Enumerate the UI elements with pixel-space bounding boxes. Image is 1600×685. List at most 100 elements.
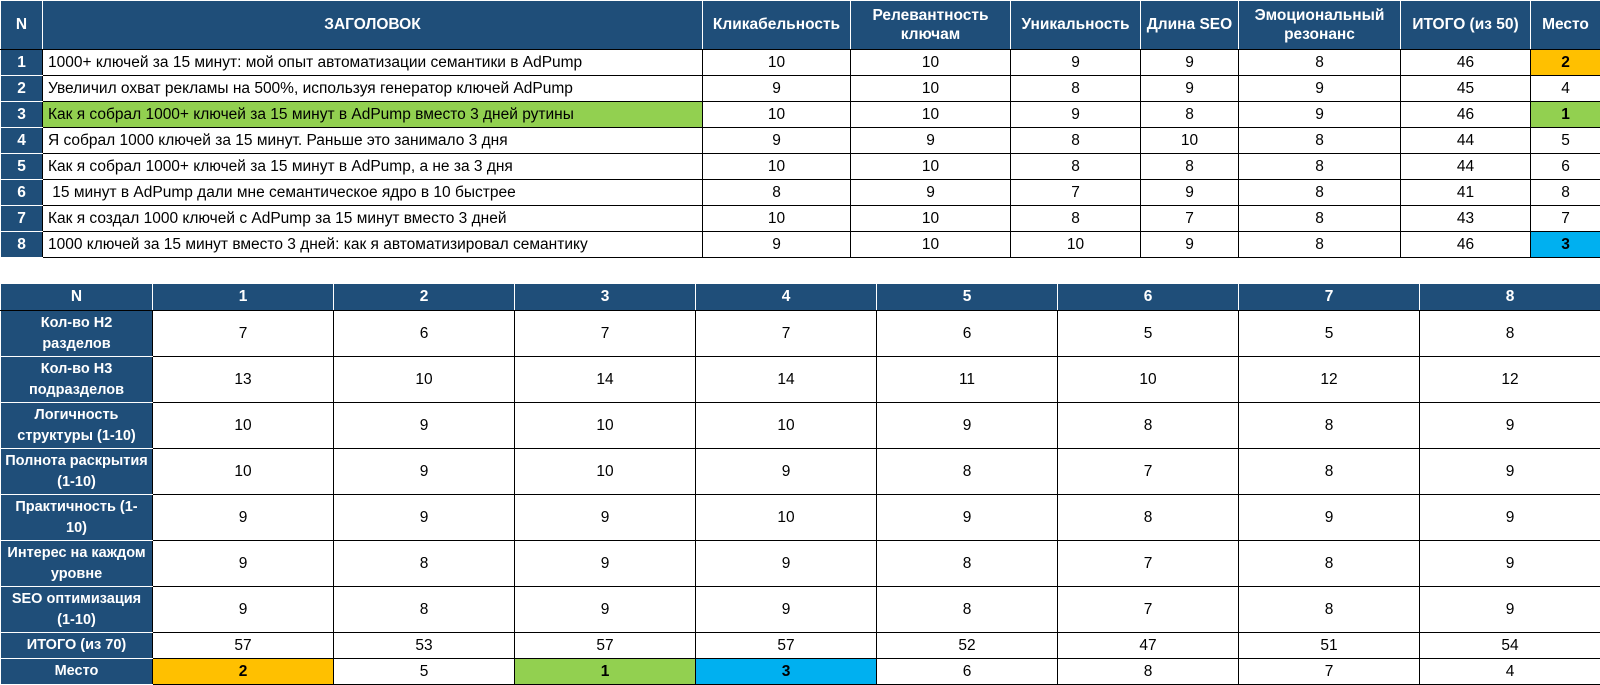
clickability-cell[interactable]: 10	[703, 154, 851, 180]
value-cell[interactable]: 9	[696, 541, 877, 587]
seo-length-cell[interactable]: 8	[1141, 102, 1239, 128]
value-cell[interactable]: 7	[1058, 587, 1239, 633]
value-cell[interactable]: 9	[1420, 541, 1600, 587]
relevance-cell[interactable]: 10	[851, 154, 1011, 180]
seo-length-cell[interactable]: 9	[1141, 50, 1239, 76]
total-cell[interactable]: 46	[1401, 102, 1531, 128]
headline-cell[interactable]: 1000 ключей за 15 минут вместо 3 дней: к…	[43, 232, 703, 258]
total-cell[interactable]: 41	[1401, 180, 1531, 206]
row-number-cell[interactable]: 6	[1, 180, 43, 206]
row-label-seo-optimization[interactable]: SEO оптимизация (1-10)	[1, 587, 153, 633]
value-cell[interactable]: 10	[696, 403, 877, 449]
total-cell[interactable]: 43	[1401, 206, 1531, 232]
place-cell[interactable]: 3	[1531, 232, 1600, 258]
emotional-resonance-cell[interactable]: 8	[1239, 206, 1401, 232]
total-cell[interactable]: 52	[877, 633, 1058, 659]
value-cell[interactable]: 9	[1239, 495, 1420, 541]
seo-length-cell[interactable]: 9	[1141, 76, 1239, 102]
value-cell[interactable]: 8	[1239, 587, 1420, 633]
column-header-6[interactable]: 6	[1058, 284, 1239, 311]
place-cell[interactable]: 4	[1531, 76, 1600, 102]
value-cell[interactable]: 9	[877, 403, 1058, 449]
column-header-4[interactable]: 4	[696, 284, 877, 311]
value-cell[interactable]: 10	[1058, 357, 1239, 403]
value-cell[interactable]: 8	[1239, 541, 1420, 587]
place-cell[interactable]: 1	[515, 659, 696, 685]
value-cell[interactable]: 8	[877, 449, 1058, 495]
seo-length-cell[interactable]: 7	[1141, 206, 1239, 232]
value-cell[interactable]: 8	[334, 541, 515, 587]
seo-length-cell[interactable]: 9	[1141, 180, 1239, 206]
uniqueness-cell[interactable]: 8	[1011, 154, 1141, 180]
column-header-clickability[interactable]: Кликабельность	[703, 1, 851, 50]
relevance-cell[interactable]: 9	[851, 128, 1011, 154]
clickability-cell[interactable]: 9	[703, 128, 851, 154]
uniqueness-cell[interactable]: 8	[1011, 76, 1141, 102]
emotional-resonance-cell[interactable]: 8	[1239, 180, 1401, 206]
value-cell[interactable]: 8	[1239, 449, 1420, 495]
headline-cell[interactable]: Как я собрал 1000+ ключей за 15 минут в …	[43, 102, 703, 128]
uniqueness-cell[interactable]: 9	[1011, 50, 1141, 76]
clickability-cell[interactable]: 10	[703, 206, 851, 232]
column-header-8[interactable]: 8	[1420, 284, 1600, 311]
row-label-total[interactable]: ИТОГО (из 70)	[1, 633, 153, 659]
column-header-1[interactable]: 1	[153, 284, 334, 311]
row-number-cell[interactable]: 5	[1, 154, 43, 180]
value-cell[interactable]: 9	[696, 587, 877, 633]
column-header-uniqueness[interactable]: Уникальность	[1011, 1, 1141, 50]
value-cell[interactable]: 5	[1239, 311, 1420, 357]
relevance-cell[interactable]: 10	[851, 76, 1011, 102]
place-cell[interactable]: 4	[1420, 659, 1600, 685]
value-cell[interactable]: 10	[696, 495, 877, 541]
value-cell[interactable]: 9	[153, 495, 334, 541]
column-header-place[interactable]: Место	[1531, 1, 1600, 50]
total-cell[interactable]: 47	[1058, 633, 1239, 659]
relevance-cell[interactable]: 10	[851, 50, 1011, 76]
place-cell[interactable]: 7	[1531, 206, 1600, 232]
column-header-emotional-resonance[interactable]: Эмоциональный резонанс	[1239, 1, 1401, 50]
uniqueness-cell[interactable]: 10	[1011, 232, 1141, 258]
column-header-3[interactable]: 3	[515, 284, 696, 311]
place-cell[interactable]: 2	[1531, 50, 1600, 76]
row-number-cell[interactable]: 7	[1, 206, 43, 232]
value-cell[interactable]: 9	[515, 587, 696, 633]
value-cell[interactable]: 8	[334, 587, 515, 633]
row-label-coverage[interactable]: Полнота раскрытия (1-10)	[1, 449, 153, 495]
emotional-resonance-cell[interactable]: 8	[1239, 128, 1401, 154]
row-number-cell[interactable]: 3	[1, 102, 43, 128]
value-cell[interactable]: 9	[515, 495, 696, 541]
row-label-structure-logic[interactable]: Логичность структуры (1-10)	[1, 403, 153, 449]
place-cell[interactable]: 5	[1531, 128, 1600, 154]
total-cell[interactable]: 45	[1401, 76, 1531, 102]
value-cell[interactable]: 9	[1420, 449, 1600, 495]
seo-length-cell[interactable]: 9	[1141, 232, 1239, 258]
clickability-cell[interactable]: 8	[703, 180, 851, 206]
place-cell[interactable]: 5	[334, 659, 515, 685]
relevance-cell[interactable]: 10	[851, 102, 1011, 128]
headline-cell[interactable]: 1000+ ключей за 15 минут: мой опыт автом…	[43, 50, 703, 76]
value-cell[interactable]: 9	[1420, 587, 1600, 633]
value-cell[interactable]: 13	[153, 357, 334, 403]
total-cell[interactable]: 46	[1401, 232, 1531, 258]
emotional-resonance-cell[interactable]: 8	[1239, 50, 1401, 76]
value-cell[interactable]: 10	[153, 449, 334, 495]
value-cell[interactable]: 7	[696, 311, 877, 357]
value-cell[interactable]: 12	[1239, 357, 1420, 403]
value-cell[interactable]: 7	[153, 311, 334, 357]
value-cell[interactable]: 12	[1420, 357, 1600, 403]
total-cell[interactable]: 54	[1420, 633, 1600, 659]
uniqueness-cell[interactable]: 8	[1011, 206, 1141, 232]
emotional-resonance-cell[interactable]: 8	[1239, 154, 1401, 180]
row-label-h3-count[interactable]: Кол-во H3 подразделов	[1, 357, 153, 403]
row-label-interest[interactable]: Интерес на каждом уровне	[1, 541, 153, 587]
uniqueness-cell[interactable]: 9	[1011, 102, 1141, 128]
value-cell[interactable]: 9	[153, 587, 334, 633]
value-cell[interactable]: 8	[1058, 403, 1239, 449]
row-number-cell[interactable]: 1	[1, 50, 43, 76]
value-cell[interactable]: 9	[877, 495, 1058, 541]
value-cell[interactable]: 10	[515, 449, 696, 495]
place-cell[interactable]: 3	[696, 659, 877, 685]
value-cell[interactable]: 5	[1058, 311, 1239, 357]
value-cell[interactable]: 8	[877, 541, 1058, 587]
column-header-7[interactable]: 7	[1239, 284, 1420, 311]
